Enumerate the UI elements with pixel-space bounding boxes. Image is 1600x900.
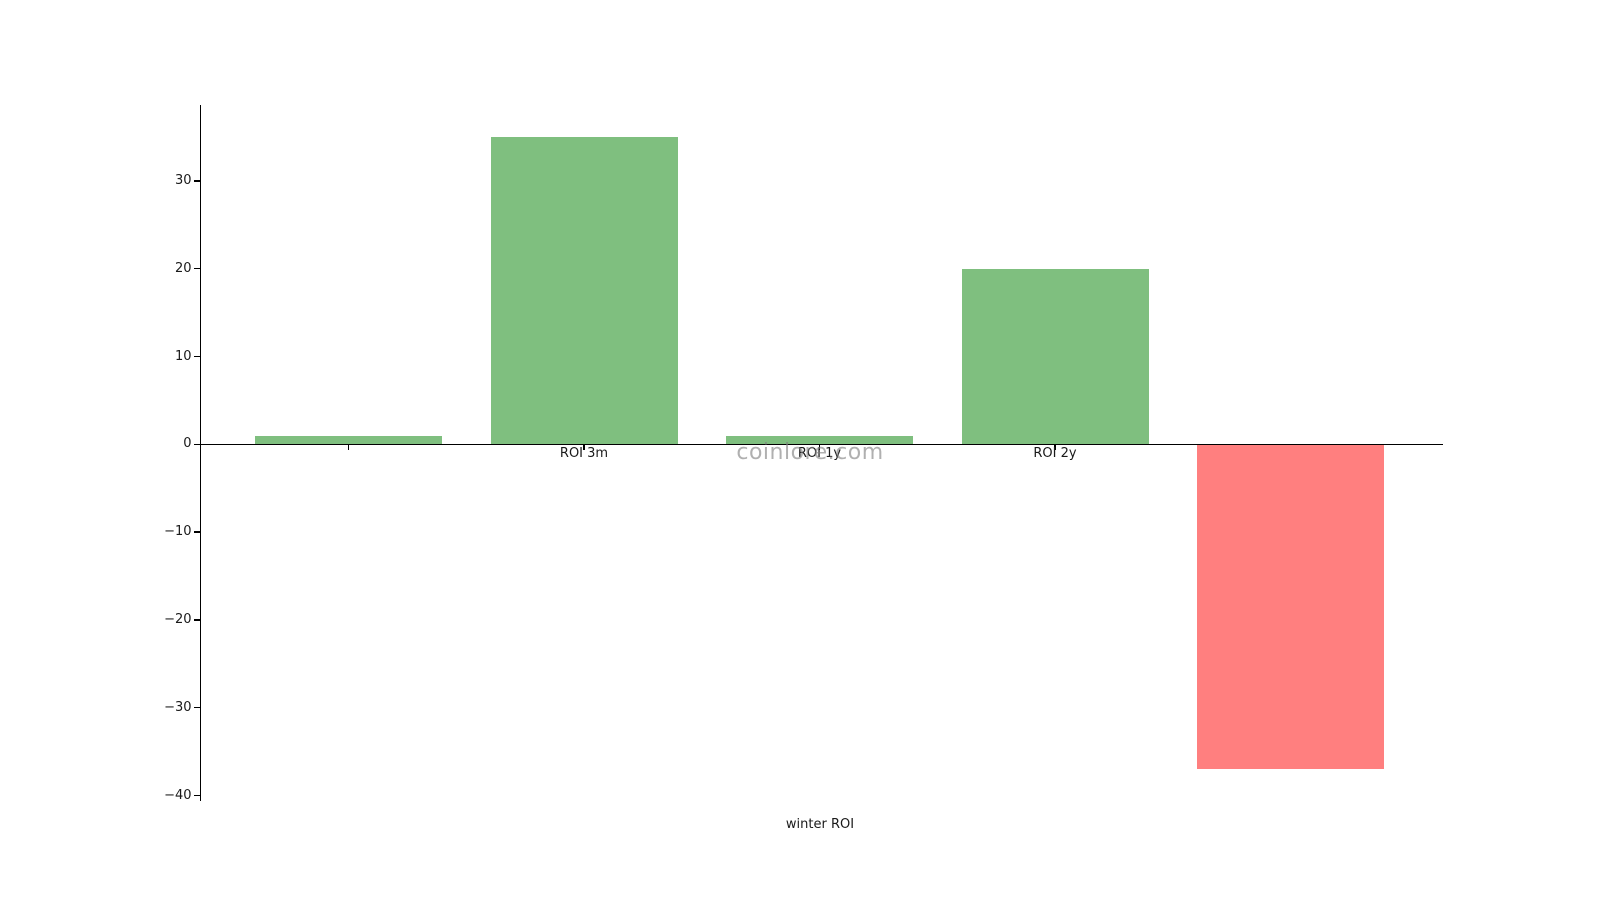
x-tick-label: ROI 3m [559, 446, 609, 462]
y-tick-mark [193, 355, 200, 358]
x-tick-label: ROI 1y [797, 446, 842, 462]
x-tick-mark [583, 444, 585, 451]
y-tick-mark [193, 619, 200, 621]
y-axis-spine [199, 105, 201, 801]
bar-roi-3m [490, 137, 678, 445]
y-tick-mark [193, 180, 200, 182]
x-axis-zero-line [199, 443, 1443, 445]
bar-5 [1197, 444, 1384, 770]
bar-roi-1y [726, 435, 913, 445]
x-tick-mark [1054, 444, 1056, 451]
y-tick-mark [193, 443, 200, 445]
y-tick-label: 10 [174, 348, 192, 364]
bar-roi-2y [961, 268, 1149, 445]
watermark: coinlore.com [736, 440, 884, 465]
y-tick-mark [193, 268, 200, 270]
y-tick-label: −20 [164, 611, 192, 627]
y-tick-label: 20 [174, 260, 192, 276]
y-tick-label: −40 [164, 787, 192, 803]
x-tick-mark [347, 444, 350, 451]
y-tick-mark [193, 531, 200, 533]
y-tick-label: −10 [164, 524, 192, 540]
x-tick-label: ROI 2y [1033, 446, 1077, 462]
y-tick-mark [193, 707, 200, 709]
y-tick-label: 0 [183, 436, 192, 452]
bar-1 [255, 435, 442, 445]
y-tick-label: 30 [174, 172, 192, 188]
y-tick-mark [193, 794, 200, 797]
y-tick-label: −30 [164, 699, 192, 715]
x-tick-mark [818, 444, 821, 451]
x-axis-title: winter ROI [785, 817, 855, 832]
